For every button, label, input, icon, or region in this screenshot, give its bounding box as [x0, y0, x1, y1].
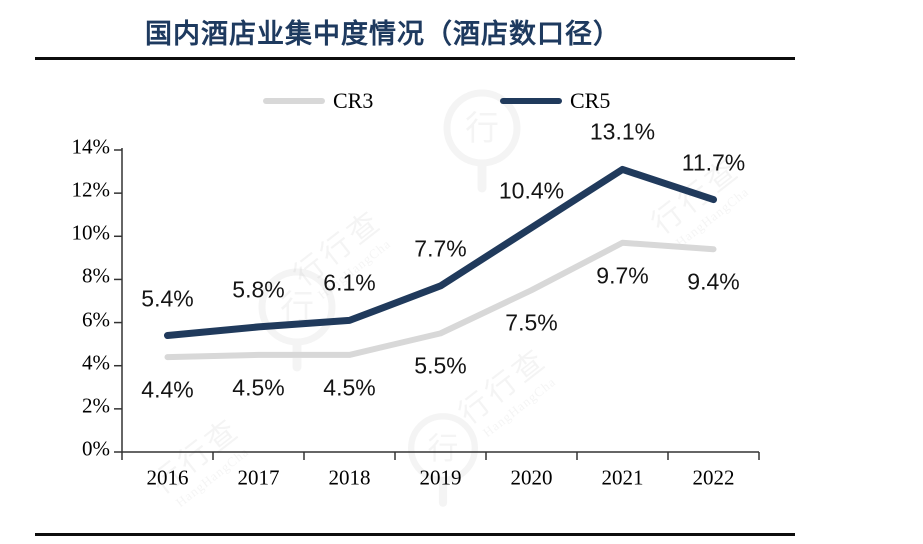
- bottom-divider: [35, 533, 795, 536]
- legend-label-cr5: CR5: [570, 88, 611, 113]
- data-label-cr3: 9.4%: [687, 268, 740, 295]
- chart-title: 国内酒店业集中度情况（酒店数口径）: [145, 19, 621, 49]
- y-axis-tick-label: 14%: [71, 134, 111, 159]
- data-label-cr5: 5.8%: [232, 276, 285, 303]
- series-line-cr3: [164, 239, 717, 361]
- data-label-cr3: 4.5%: [232, 374, 285, 401]
- data-label-cr5: 7.7%: [414, 235, 467, 262]
- data-label-cr3: 7.5%: [505, 309, 558, 336]
- y-axis-tick-label: 6%: [82, 307, 110, 332]
- x-axis-tick-label: 2019: [419, 465, 462, 490]
- y-axis-tick-label: 10%: [71, 220, 111, 245]
- x-axis-tick-label: 2022: [692, 465, 735, 490]
- legend-label-cr3: CR3: [333, 88, 374, 113]
- y-axis-tick-label: 0%: [82, 436, 110, 461]
- top-divider: [35, 57, 795, 60]
- data-label-cr3: 4.5%: [323, 374, 376, 401]
- y-axis-tick-label: 12%: [71, 177, 111, 202]
- data-label-cr5: 5.4%: [141, 285, 194, 311]
- legend-item-cr5: CR5: [500, 89, 610, 113]
- data-label-cr3: 5.5%: [414, 352, 467, 379]
- legend-item-cr3: CR3: [263, 89, 373, 113]
- y-axis-tick-label: 2%: [82, 393, 110, 418]
- cr5-line-swatch-icon: [500, 98, 562, 104]
- data-label-cr5: 6.1%: [323, 269, 376, 296]
- cr3-line-swatch-icon: [263, 98, 325, 104]
- data-label-cr5: 13.1%: [589, 118, 656, 145]
- x-axis-tick-label: 2016: [146, 465, 189, 490]
- x-axis-tick-label: 2020: [510, 465, 553, 490]
- y-axis-tick-label: 8%: [82, 263, 110, 288]
- y-axis-tick-label: 4%: [82, 350, 110, 375]
- data-label-cr3: 4.4%: [141, 376, 194, 403]
- x-axis-tick-label: 2021: [601, 465, 644, 490]
- data-label-cr5: 11.7%: [681, 149, 746, 176]
- x-axis-tick-label: 2017: [237, 465, 280, 490]
- x-axis-tick-label: 2018: [328, 465, 371, 490]
- data-label-cr3: 9.7%: [596, 262, 649, 289]
- series-line-cr5: [164, 165, 717, 340]
- axis-lines: [121, 148, 759, 453]
- data-label-cr5: 10.4%: [498, 177, 565, 204]
